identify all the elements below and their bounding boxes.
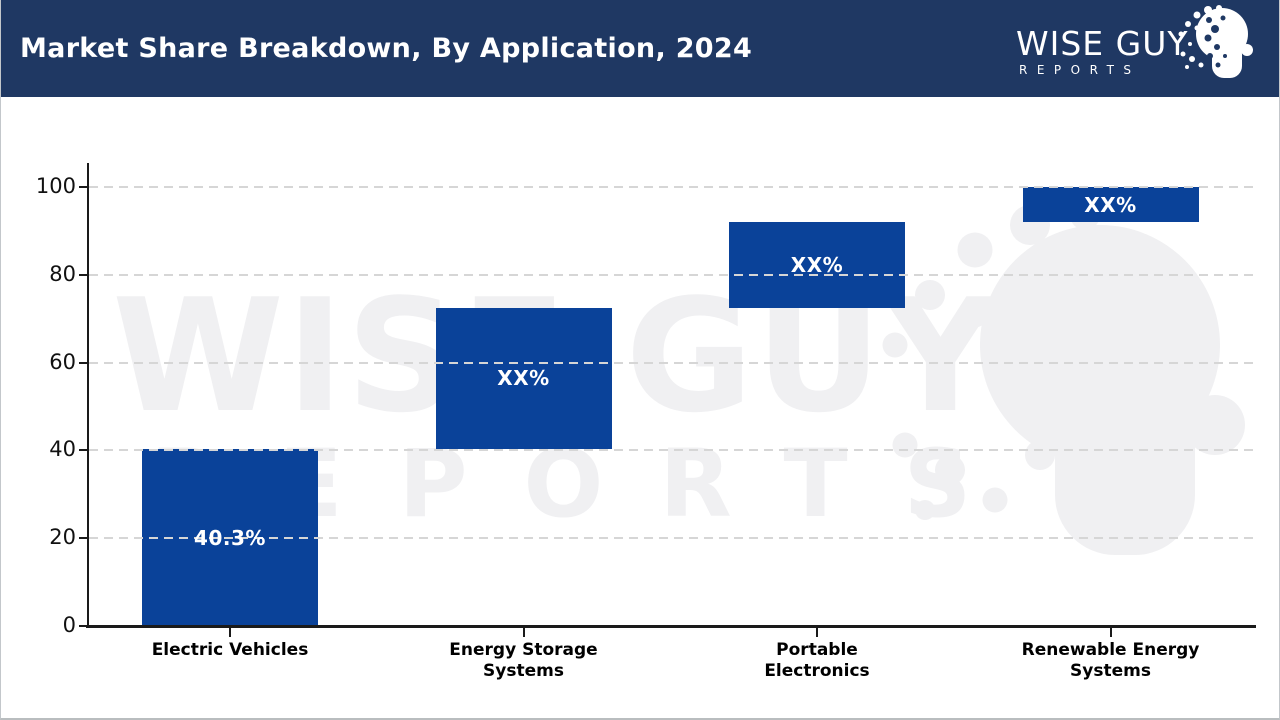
bar [729, 222, 905, 308]
bar [1022, 187, 1199, 223]
x-tick [1109, 628, 1112, 637]
x-tick [522, 628, 525, 637]
gridline [89, 361, 1256, 364]
page-title: Market Share Breakdown, By Application, … [20, 33, 753, 64]
y-tick [79, 449, 88, 452]
logo-subtext: REPORTS [1019, 63, 1141, 77]
x-axis-line [86, 625, 1256, 628]
header-bar: Market Share Breakdown, By Application, … [0, 0, 1280, 97]
y-axis-line [87, 163, 89, 628]
bar-value-label: XX% [497, 366, 550, 391]
y-tick [79, 625, 88, 627]
y-tick-label: 20 [49, 525, 76, 550]
wiseguy-logo: WISE GUY REPORTS [1016, 5, 1268, 92]
gridline [89, 273, 1256, 276]
x-category-label: Renewable Energy Systems [1021, 640, 1200, 682]
logo-face-icon [1178, 5, 1253, 78]
y-tick [79, 273, 88, 276]
y-tick [79, 361, 88, 364]
y-tick-label: 40 [49, 437, 76, 462]
logo-text: WISE GUY REPORTS [1016, 27, 1189, 77]
x-category-label: Electric Vehicles [151, 640, 309, 660]
bar-value-label: XX% [1084, 192, 1137, 217]
y-tick-label: 60 [49, 349, 76, 374]
x-category-label: Portable Electronics [764, 640, 870, 682]
bar [435, 307, 612, 450]
gridline [89, 537, 1256, 540]
y-tick-label: 80 [49, 261, 76, 286]
y-tick [79, 537, 88, 540]
y-tick [79, 186, 88, 188]
gridline [89, 449, 1256, 452]
gridline [89, 186, 1256, 188]
bar-value-label: 40.3% [194, 525, 266, 550]
watermark-face-icon [882, 200, 1245, 555]
y-tick-label: 0 [62, 613, 76, 637]
x-tick [229, 628, 231, 637]
x-tick [816, 628, 818, 637]
logo-wordmark: WISE GUY [1016, 24, 1189, 63]
x-category-label: Energy Storage Systems [449, 640, 598, 682]
y-tick-label: 100 [35, 174, 76, 198]
bar-value-label: XX% [790, 252, 844, 277]
